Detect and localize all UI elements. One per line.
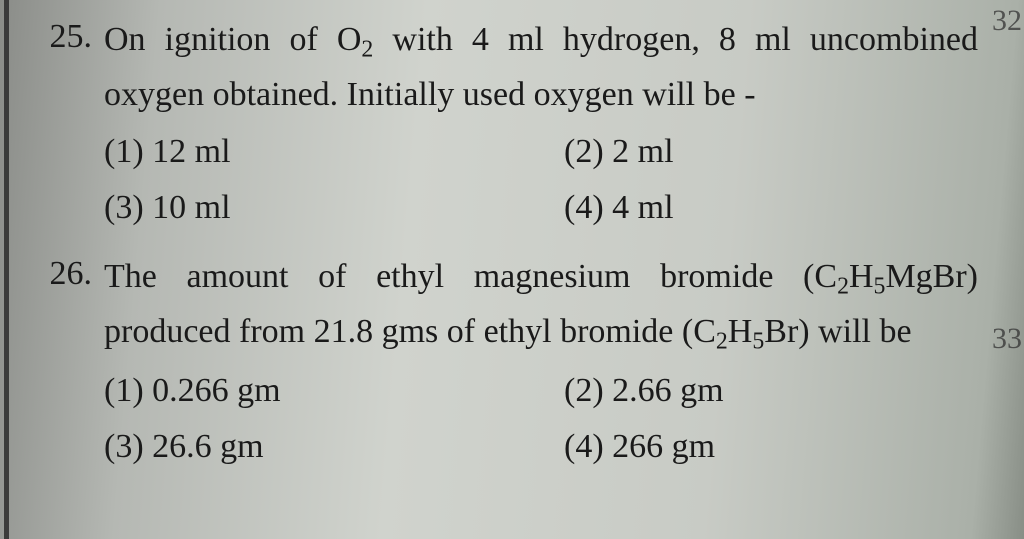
option-label: (1) (104, 133, 144, 170)
option-text: 2 ml (612, 133, 673, 170)
option-label: (2) (564, 133, 604, 170)
option-text: 0.266 gm (152, 372, 280, 409)
page: 32 33 25. On ignition of O2 with 4 ml hy… (0, 0, 1024, 539)
option-3: (3) 26.6 gm (104, 424, 524, 470)
option-label: (1) (104, 372, 144, 409)
question-25: 25. On ignition of O2 with 4 ml hydrogen… (26, 14, 984, 231)
edge-mark-top: 32 (992, 4, 1022, 38)
option-text: 26.6 gm (152, 428, 263, 465)
option-2: (2) 2.66 gm (564, 368, 984, 414)
question-header: 25. On ignition of O2 with 4 ml hydrogen… (26, 14, 984, 121)
options-grid: (1) 0.266 gm (2) 2.66 gm (3) 26.6 gm (4)… (104, 368, 984, 470)
option-text: 4 ml (612, 189, 673, 226)
question-stem: The amount of ethyl magnesium bromide (C… (104, 251, 984, 360)
option-4: (4) 266 gm (564, 424, 984, 470)
options-grid: (1) 12 ml (2) 2 ml (3) 10 ml (4) 4 ml (104, 129, 984, 231)
option-label: (4) (564, 189, 604, 226)
option-label: (3) (104, 189, 144, 226)
question-number: 25. (26, 14, 104, 60)
option-1: (1) 0.266 gm (104, 368, 524, 414)
option-label: (4) (564, 428, 604, 465)
edge-mark-mid: 33 (992, 322, 1022, 356)
option-text: 12 ml (152, 133, 230, 170)
question-stem: On ignition of O2 with 4 ml hydrogen, 8 … (104, 14, 984, 121)
question-number: 26. (26, 251, 104, 297)
question-header: 26. The amount of ethyl magnesium bromid… (26, 251, 984, 360)
question-26: 26. The amount of ethyl magnesium bromid… (26, 251, 984, 470)
margin-rule (4, 0, 9, 539)
option-text: 2.66 gm (612, 372, 723, 409)
option-label: (2) (564, 372, 604, 409)
option-1: (1) 12 ml (104, 129, 524, 175)
option-2: (2) 2 ml (564, 129, 984, 175)
option-text: 10 ml (152, 189, 230, 226)
option-text: 266 gm (612, 428, 715, 465)
option-3: (3) 10 ml (104, 185, 524, 231)
option-4: (4) 4 ml (564, 185, 984, 231)
option-label: (3) (104, 428, 144, 465)
